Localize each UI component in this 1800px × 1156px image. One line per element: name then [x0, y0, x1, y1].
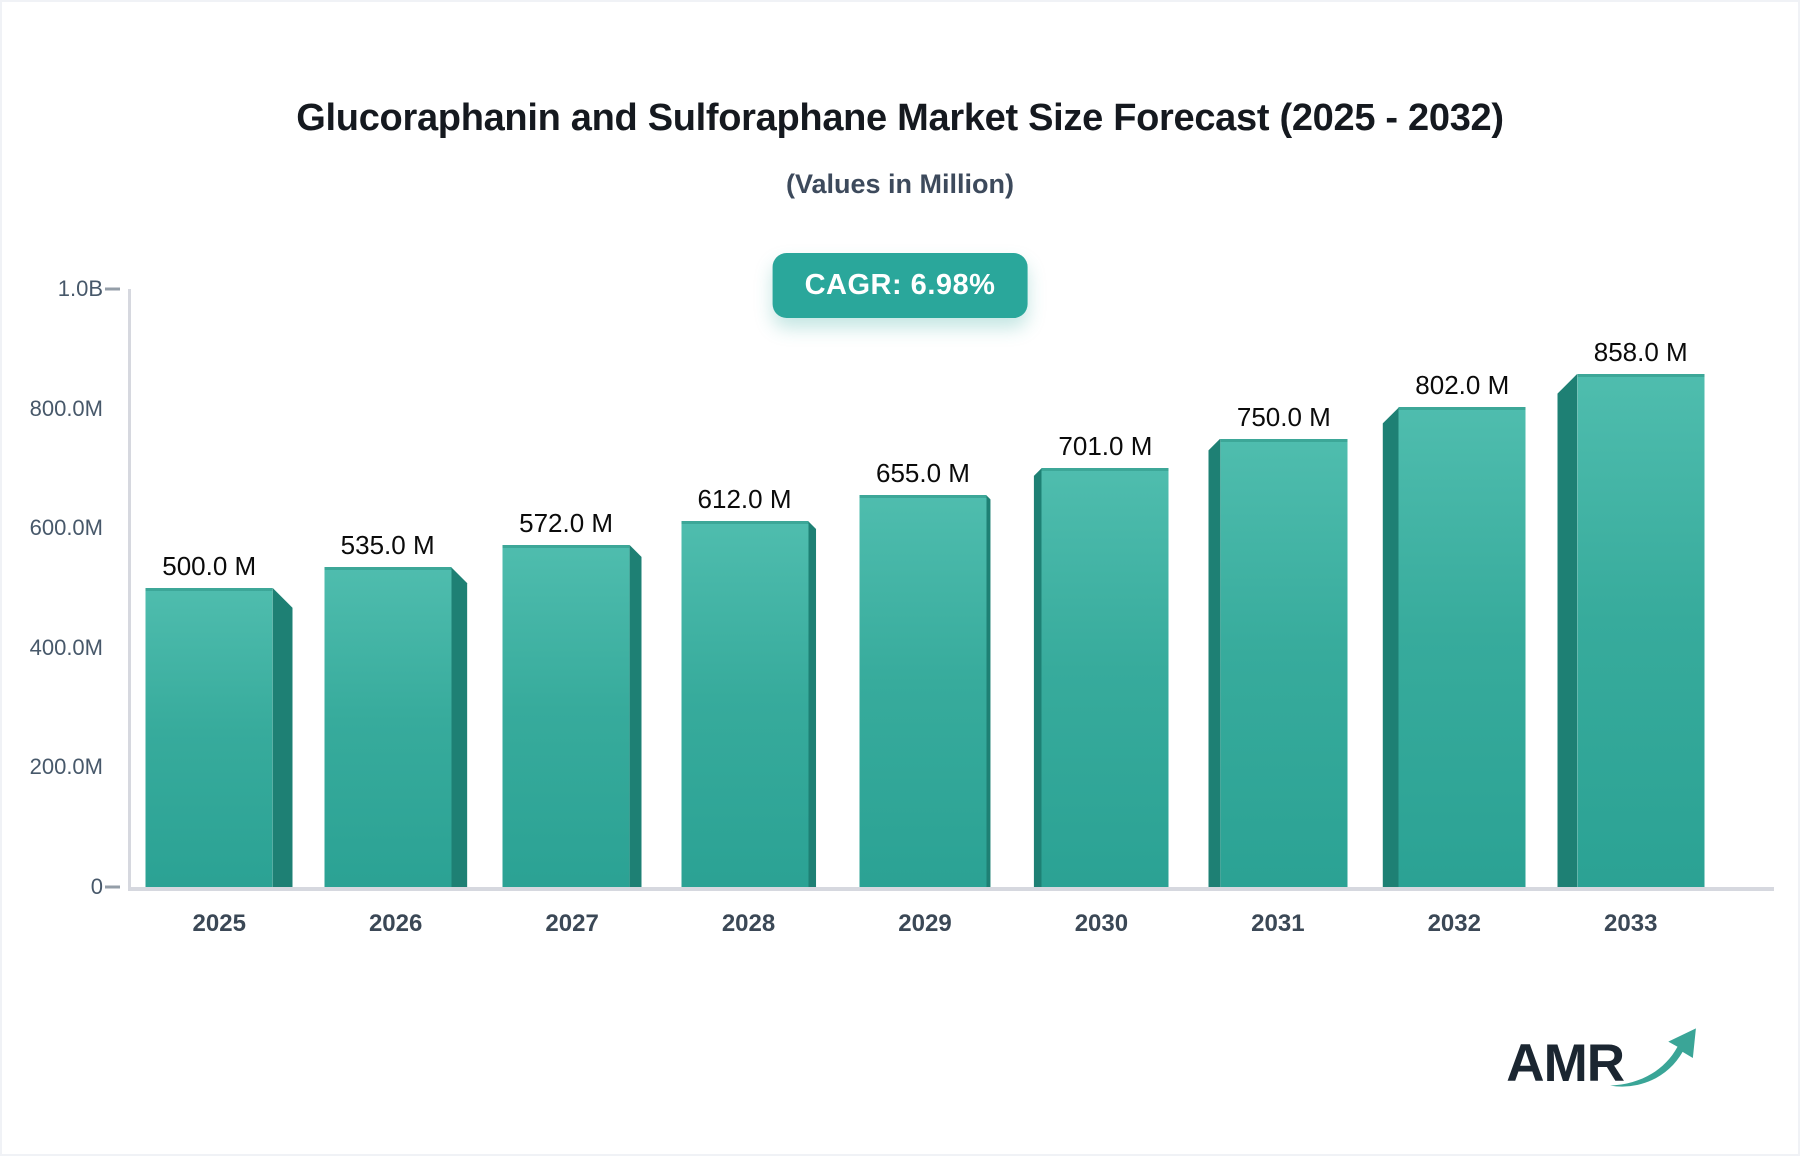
growth-arrow-icon [1610, 1028, 1696, 1087]
bars-container: 500.0 M 2025 535.0 M 2026 572.0 M 2027 612.0 M… [131, 289, 1719, 937]
x-axis-year-label: 2030 [1074, 910, 1129, 937]
bar-3d[interactable]: 535.0 M [324, 532, 468, 887]
bar-front [1041, 467, 1169, 887]
x-axis-year-label: 2026 [368, 910, 423, 937]
bar-value-label: 535.0 M [340, 530, 435, 561]
bar-value-label: 500.0 M [162, 551, 257, 581]
bar-3d[interactable]: 572.0 M [502, 510, 642, 887]
bar-group: 612.0 M 2028 [660, 289, 836, 937]
bar-group: 535.0 M 2026 [307, 289, 483, 937]
bar-front [1220, 438, 1348, 887]
logo-text: AMR [1506, 1033, 1625, 1093]
bar-value-label: 612.0 M [697, 484, 792, 515]
bar-side [1033, 467, 1042, 887]
bar-group: 655.0 M 2029 [837, 289, 1013, 937]
x-axis-year-label: 2027 [545, 910, 599, 937]
bar-group: 858.0 M 2033 [1543, 289, 1719, 937]
bar-side [1208, 438, 1221, 887]
chart-title: Glucoraphanin and Sulforaphane Market Si… [296, 97, 1504, 139]
y-axis-tick-label: 200.0M [29, 754, 103, 780]
bar-3d[interactable]: 655.0 M [859, 460, 991, 887]
brand-logo: AMR [1506, 1028, 1700, 1093]
y-axis-tick-label: 600.0M [29, 515, 103, 541]
bar-side [629, 544, 642, 887]
y-axis-tick-label: 1.0B [57, 276, 103, 301]
bar-front [859, 495, 987, 887]
bar-value-label: 858.0 M [1593, 336, 1688, 367]
x-axis-year-label: 2029 [898, 910, 952, 937]
y-axis-line [128, 289, 131, 891]
bar-group: 750.0 M 2031 [1190, 289, 1366, 937]
cagr-badge: CAGR: 6.98% [772, 253, 1028, 318]
bar-group: 802.0 M 2032 [1366, 289, 1542, 937]
x-axis-year-label: 2031 [1251, 910, 1305, 937]
bar-front [1577, 373, 1705, 887]
y-axis-tick-mark [105, 885, 120, 889]
bar-value-label: 572.0 M [519, 507, 614, 538]
chart-area: 500.0 M 2025 535.0 M 2026 572.0 M 2027 612.0 M… [30, 276, 1774, 937]
chart-subtitle: (Values in Million) [785, 169, 1015, 199]
y-axis-tick-label: 400.0M [29, 634, 103, 660]
bar-value-label: 701.0 M [1058, 430, 1153, 461]
bar-group: 500.0 M 2025 [131, 289, 307, 937]
bar-3d[interactable]: 802.0 M [1382, 372, 1526, 887]
y-axis-tick-mark [105, 287, 120, 291]
x-axis-year-label: 2025 [192, 910, 246, 937]
y-axis-tick-label: 0 [90, 874, 103, 899]
bar-3d[interactable]: 701.0 M [1033, 433, 1169, 887]
bar-value-label: 655.0 M [875, 458, 970, 489]
x-axis-year-label: 2028 [721, 910, 776, 937]
bar-front [502, 544, 630, 887]
bar-3d[interactable]: 858.0 M [1557, 339, 1705, 887]
bar-side [451, 567, 468, 887]
bar-group: 701.0 M 2030 [1013, 289, 1189, 937]
bar-side [1557, 373, 1578, 887]
bar-value-label: 802.0 M [1415, 370, 1510, 401]
bar-front [145, 588, 273, 887]
y-axis-tick-label: 800.0M [29, 395, 103, 421]
cagr-badge-label: CAGR: 6.98% [804, 269, 996, 301]
bar-front [324, 567, 452, 887]
bar-3d[interactable]: 500.0 M [145, 553, 293, 887]
x-axis-line [128, 887, 1774, 891]
x-axis-year-label: 2033 [1604, 910, 1658, 937]
bar-group: 572.0 M 2027 [484, 289, 660, 937]
bar-3d[interactable]: 612.0 M [681, 486, 817, 887]
bar-value-label: 750.0 M [1236, 401, 1331, 432]
bar-side [986, 495, 991, 887]
bar-3d[interactable]: 750.0 M [1208, 404, 1348, 887]
bar-front [1398, 407, 1526, 887]
x-axis-year-label: 2032 [1427, 910, 1481, 937]
bar-side [1382, 407, 1399, 887]
bar-front [681, 521, 809, 887]
bar-side [272, 588, 293, 887]
bar-side [808, 521, 817, 887]
